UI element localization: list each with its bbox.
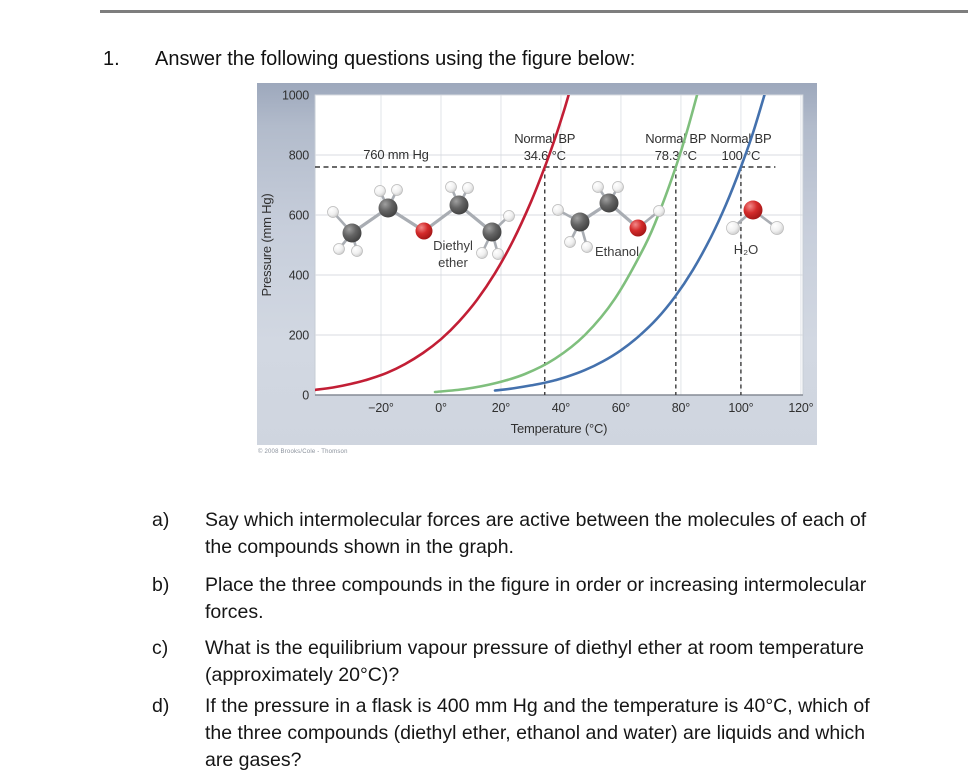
atom-h [351, 245, 363, 257]
chart-credit: © 2008 Brooks/Cole - Thomson [258, 449, 348, 455]
question-text-line: the compounds shown in the graph. [205, 536, 514, 558]
x-tick-label: 20° [492, 401, 511, 415]
y-tick-label: 400 [289, 269, 310, 283]
molecule-label: Diethyl [433, 238, 473, 253]
curve-water [493, 95, 766, 392]
boiling-point-label: Normal BP [710, 131, 771, 146]
question-text-line: Say which intermolecular forces are acti… [205, 509, 867, 531]
x-tick-label: 80° [672, 401, 691, 415]
y-tick-label: 0 [302, 389, 309, 403]
atom-h [462, 182, 474, 194]
plot-area [314, 94, 804, 396]
question-text-line: are gases? [205, 749, 302, 771]
atom-h [770, 221, 784, 235]
boiling-point-label: Normal BP [514, 131, 575, 146]
atom-h [503, 210, 515, 222]
question-text-line: forces. [205, 601, 264, 623]
boiling-point-value: 78.3 °C [655, 148, 697, 163]
molecule-ethanol: Ethanol [552, 181, 665, 259]
question-text-line: Place the three compounds in the figure … [205, 574, 867, 596]
question-title: Answer the following questions using the… [155, 48, 636, 70]
vapor-pressure-chart: 0 200 400 600 800 1000 −20° 0° 20° 40° 60° 80° 100° 1… [259, 89, 814, 437]
question-text-line: If the pressure in a flask is 400 mm Hg … [205, 695, 870, 717]
y-tick-label: 600 [289, 209, 310, 223]
x-tick-label: −20° [368, 401, 394, 415]
y-tick-label: 800 [289, 149, 310, 163]
curve-diethyl-ether [315, 95, 570, 392]
atom-h [333, 243, 345, 255]
question-text: If the pressure in a flask is 400 mm Hg … [205, 693, 950, 774]
x-tick-label: 40° [552, 401, 571, 415]
question-letter: b) [152, 574, 170, 596]
curve-ethanol [433, 95, 699, 394]
atom-h [327, 206, 339, 218]
x-tick-label: 60° [612, 401, 631, 415]
atom-h [391, 184, 403, 196]
question-number: 1. [103, 48, 120, 70]
atom-h [581, 241, 593, 253]
vapor-pressure-figure: 0 200 400 600 800 1000 −20° 0° 20° 40° 60° 80° 100° 1… [257, 83, 817, 445]
x-tick-label: 0° [435, 401, 447, 415]
y-tick-label: 1000 [282, 89, 309, 103]
question-text: What is the equilibrium vapour pressure … [205, 635, 950, 689]
atom-h [476, 247, 488, 259]
boiling-point-value: 34.6 °C [524, 148, 566, 163]
y-axis-title: Pressure (mm Hg) [259, 194, 274, 297]
atom-h [564, 236, 576, 248]
boiling-point-label: Normal BP [645, 131, 706, 146]
molecule-label: Ethanol [595, 244, 639, 259]
question-text-line: the three compounds (diethyl ether, etha… [205, 722, 866, 744]
atom-h [552, 204, 564, 216]
atom-h [612, 181, 624, 193]
x-axis-title: Temperature (°C) [511, 421, 608, 436]
question-letter: d) [152, 695, 170, 717]
boiling-point-value: 100 °C [722, 148, 761, 163]
atom-h [726, 221, 740, 235]
question-letter: c) [152, 637, 169, 659]
molecule-water: H₂O [726, 200, 784, 257]
atom-c [570, 212, 590, 232]
x-tick-label: 120° [788, 401, 813, 415]
question-letter: a) [152, 509, 170, 531]
question-text: Place the three compounds in the figure … [205, 572, 950, 626]
atom-h [653, 205, 665, 217]
atom-o [743, 200, 763, 220]
atom-c [342, 223, 362, 243]
atom-o [629, 219, 647, 237]
question-text-line: (approximately 20°C)? [205, 664, 400, 686]
question-text: Say which intermolecular forces are acti… [205, 507, 950, 561]
divider-rule [100, 10, 968, 13]
x-tick-label: 100° [728, 401, 753, 415]
atom-c [599, 193, 619, 213]
molecule-diethyl-ether: Diethyl ether [327, 181, 515, 270]
question-text-line: What is the equilibrium vapour pressure … [205, 637, 864, 659]
atom-h [374, 185, 386, 197]
molecule-label: H₂O [734, 242, 759, 257]
atom-h [445, 181, 457, 193]
reference-pressure-label: 760 mm Hg [363, 147, 428, 162]
y-tick-label: 200 [289, 329, 310, 343]
molecule-label: ether [438, 255, 468, 270]
atom-h [592, 181, 604, 193]
atom-c [378, 198, 398, 218]
atom-h [492, 248, 504, 260]
atom-c [482, 222, 502, 242]
atom-o [415, 222, 433, 240]
atom-c [449, 195, 469, 215]
